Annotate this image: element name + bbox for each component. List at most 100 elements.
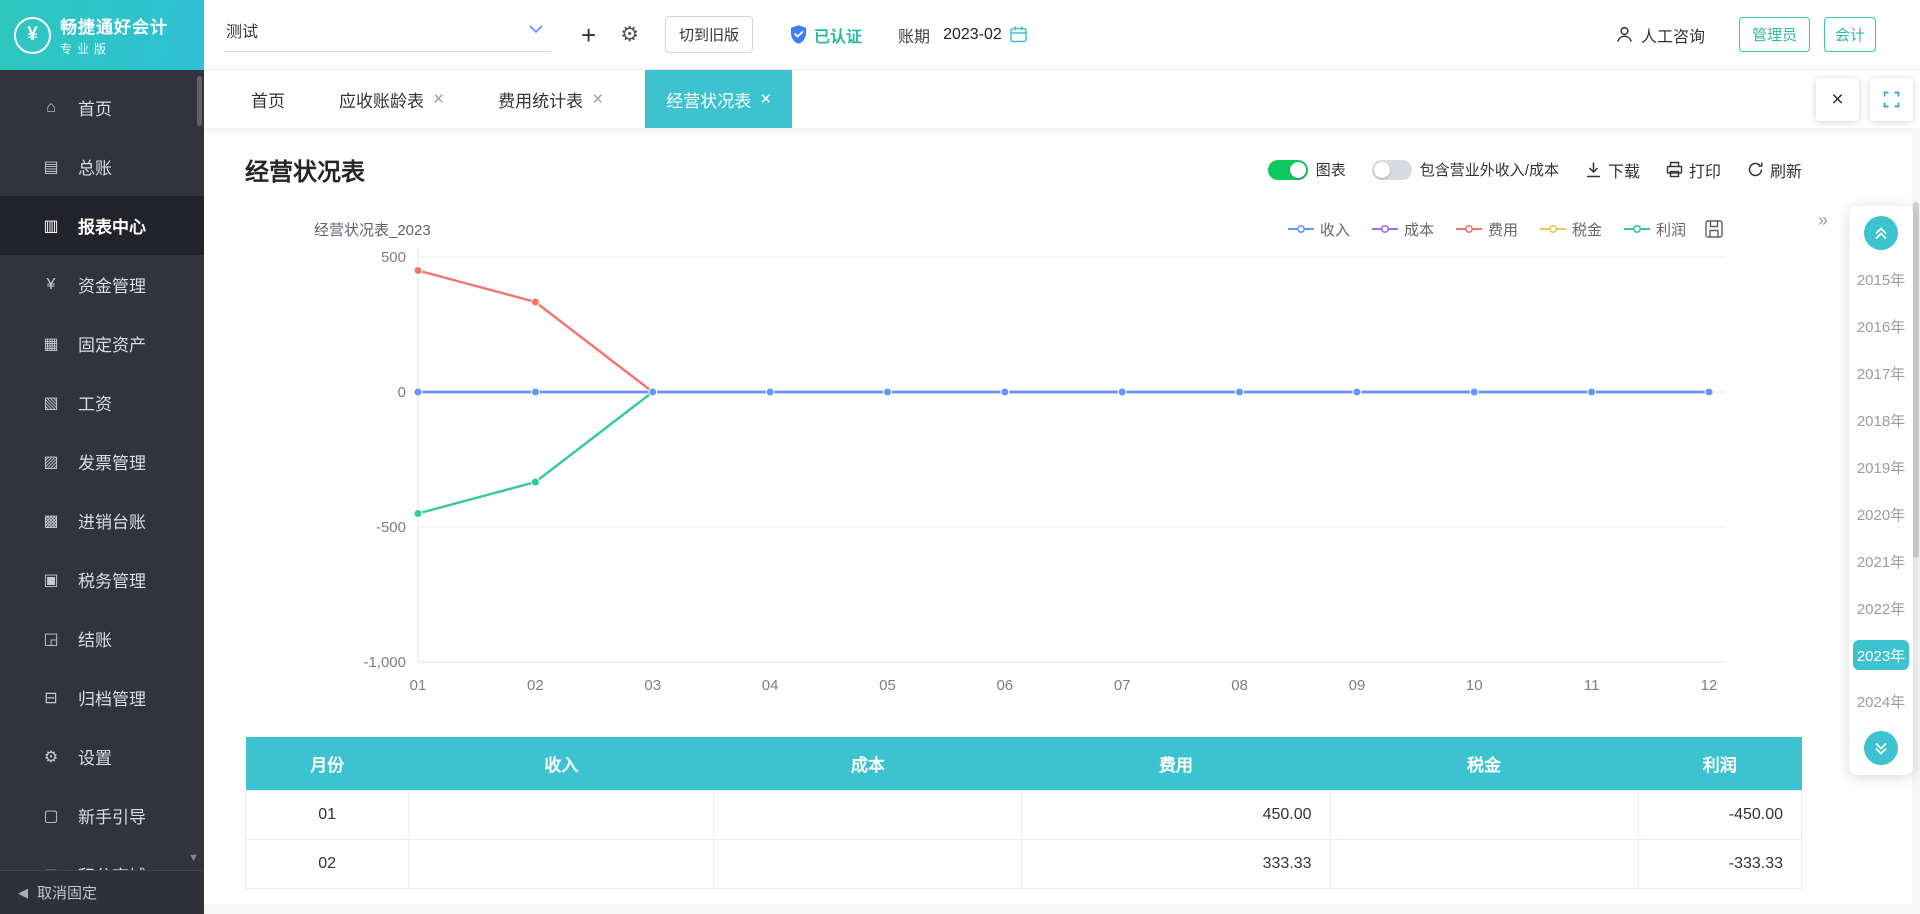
year-item-2019年[interactable]: 2019年 (1856, 460, 1906, 477)
brand-logo-icon: ¥ (14, 16, 51, 54)
year-item-2018年[interactable]: 2018年 (1856, 413, 1906, 430)
sidebar-item-funds[interactable]: ¥ 资金管理 (0, 255, 204, 314)
print-icon (1666, 161, 1683, 178)
add-account-set-button[interactable]: + (581, 19, 597, 50)
chart-toggle-label: 图表 (1315, 162, 1346, 179)
legend-item-税金[interactable]: 税金 (1539, 219, 1602, 240)
year-scroll-up-button[interactable] (1864, 216, 1898, 250)
svg-text:02: 02 (527, 677, 544, 694)
tab-label: 经营状况表 (666, 91, 752, 111)
horizontal-scrollbar[interactable] (204, 904, 1912, 914)
refresh-button[interactable]: 刷新 (1747, 158, 1802, 182)
year-item-2020年[interactable]: 2020年 (1856, 507, 1906, 524)
refresh-icon (1748, 162, 1763, 177)
sidebar-item-purchase-sales[interactable]: ▩ 进销台账 (0, 491, 204, 550)
report-center-icon: ▥ (43, 217, 59, 235)
svg-text:0: 0 (398, 384, 406, 401)
tab-首页[interactable]: 首页 (239, 70, 297, 128)
sidebar-item-label: 工资 (78, 395, 112, 414)
sidebar-item-home[interactable]: ⌂ 首页 (0, 78, 204, 137)
vertical-scrollbar-thumb[interactable] (1913, 202, 1919, 558)
period-value[interactable]: 2023-02 (943, 25, 1002, 43)
fullscreen-icon (1883, 91, 1900, 107)
save-image-icon[interactable] (1704, 219, 1724, 239)
year-item-2024年[interactable]: 2024年 (1856, 694, 1906, 711)
certified-label: 已认证 (814, 28, 863, 46)
legend-item-收入[interactable]: 收入 (1287, 219, 1350, 240)
sidebar-item-archive[interactable]: ⊟ 归档管理 (0, 668, 204, 727)
svg-text:12: 12 (1701, 677, 1718, 694)
tab-经营状况表[interactable]: 经营状况表 × (645, 70, 793, 128)
consult-label: 人工咨询 (1640, 28, 1705, 46)
year-scroll-down-button[interactable] (1864, 731, 1898, 765)
tax-icon: ▣ (43, 571, 59, 589)
switch-old-version-button[interactable]: 切到旧版 (665, 16, 754, 53)
sidebar-item-points-mall[interactable]: ⊞ 积分商城 (0, 845, 204, 871)
sidebar-item-payroll[interactable]: ▧ 工资 (0, 373, 204, 432)
sidebar-item-label: 发票管理 (78, 454, 146, 473)
year-item-2021年[interactable]: 2021年 (1856, 554, 1906, 571)
table-cell: 333.33 (1021, 838, 1331, 889)
fullscreen-button[interactable] (1870, 77, 1913, 121)
archive-icon: ⊟ (44, 689, 58, 707)
nonop-toggle[interactable] (1371, 159, 1412, 180)
sidebar-item-tax[interactable]: ▣ 税务管理 (0, 550, 204, 609)
download-button[interactable]: 下载 (1585, 158, 1640, 182)
unpin-button[interactable]: ◀ 取消固定 (0, 870, 204, 914)
tab-close-icon[interactable]: × (592, 88, 604, 110)
legend-item-利润[interactable]: 利润 (1623, 219, 1686, 240)
certified-badge[interactable]: 已认证 (789, 23, 862, 47)
consult-button[interactable]: 人工咨询 (1615, 23, 1705, 47)
year-item-2015年[interactable]: 2015年 (1856, 272, 1906, 289)
tab-应收账龄表[interactable]: 应收账龄表 × (327, 70, 456, 128)
admin-button[interactable]: 管理员 (1738, 17, 1810, 52)
year-item-2016年[interactable]: 2016年 (1856, 319, 1906, 336)
svg-text:500: 500 (381, 249, 406, 266)
year-list: 2015年 2016年 2017年 2018年 2019年 2020年 2021年 2022年… (1853, 256, 1909, 725)
table-row[interactable]: 02 333.33 -333.33 (244, 838, 1803, 889)
account-set-dropdown[interactable]: 测试 (224, 18, 551, 52)
table-cell: 02 (244, 838, 410, 889)
year-item-2022年[interactable]: 2022年 (1856, 601, 1906, 618)
tab-label: 首页 (251, 91, 285, 111)
year-item-2017年[interactable]: 2017年 (1856, 366, 1906, 383)
gear-icon[interactable]: ⚙ (620, 23, 640, 46)
chevron-double-up-icon (1875, 226, 1887, 239)
collapse-year-panel-icon[interactable]: » (1818, 210, 1829, 230)
chart-toggle[interactable] (1267, 159, 1308, 180)
sidebar-item-beginner-guide[interactable]: ▢ 新手引导 (0, 786, 204, 845)
account-set-value: 测试 (226, 23, 259, 41)
sidebar-item-label: 报表中心 (78, 218, 146, 237)
shield-icon (791, 25, 807, 44)
calendar-icon[interactable] (1009, 25, 1028, 44)
tab-费用统计表[interactable]: 费用统计表 × (486, 70, 615, 128)
sidebar-item-closing[interactable]: ◲ 结账 (0, 609, 204, 668)
legend-item-成本[interactable]: 成本 (1371, 219, 1434, 240)
sidebar-nav: ⌂ 首页 ▤ 总账 ▥ 报表中心 ¥ 资金管理 ▦ 固定资产 ▧ 工资 ▨ 发票管理 ▩ 进销台账 ▣ 税务管理 ◲… (0, 70, 204, 870)
tab-close-icon[interactable]: × (433, 88, 445, 110)
sidebar-item-settings[interactable]: ⚙ 设置 (0, 727, 204, 786)
svg-text:10: 10 (1466, 677, 1483, 694)
svg-text:07: 07 (1114, 677, 1131, 694)
role-button[interactable]: 会计 (1823, 17, 1876, 52)
sidebar-item-fixed-assets[interactable]: ▦ 固定资产 (0, 314, 204, 373)
sidebar-item-report-center[interactable]: ▥ 报表中心 (0, 196, 204, 255)
sidebar-item-label: 资金管理 (78, 277, 146, 296)
legend-item-费用[interactable]: 费用 (1455, 219, 1518, 240)
table-cell (713, 789, 1023, 840)
vertical-scrollbar[interactable] (1912, 128, 1920, 914)
period-label: 账期 (898, 28, 931, 46)
unpin-label: 取消固定 (37, 885, 98, 902)
svg-text:-500: -500 (376, 519, 406, 536)
sidebar-scrollbar-thumb[interactable] (197, 76, 202, 126)
close-tab-button[interactable]: × (1816, 77, 1859, 121)
tab-close-icon[interactable]: × (760, 88, 772, 110)
sidebar-scroll-down-icon[interactable]: ▼ (188, 852, 199, 864)
tab-label: 应收账龄表 (339, 91, 424, 111)
year-item-2023年[interactable]: 2023年 (1853, 640, 1909, 670)
report-table: 月份 收入 成本 费用 税金 利润 01 450.00 -450.00 02 333.33 -333… (244, 737, 1803, 889)
table-row[interactable]: 01 450.00 -450.00 (244, 789, 1803, 840)
print-button[interactable]: 打印 (1666, 158, 1721, 182)
sidebar-item-general-ledger[interactable]: ▤ 总账 (0, 137, 204, 196)
sidebar-item-invoice[interactable]: ▨ 发票管理 (0, 432, 204, 491)
